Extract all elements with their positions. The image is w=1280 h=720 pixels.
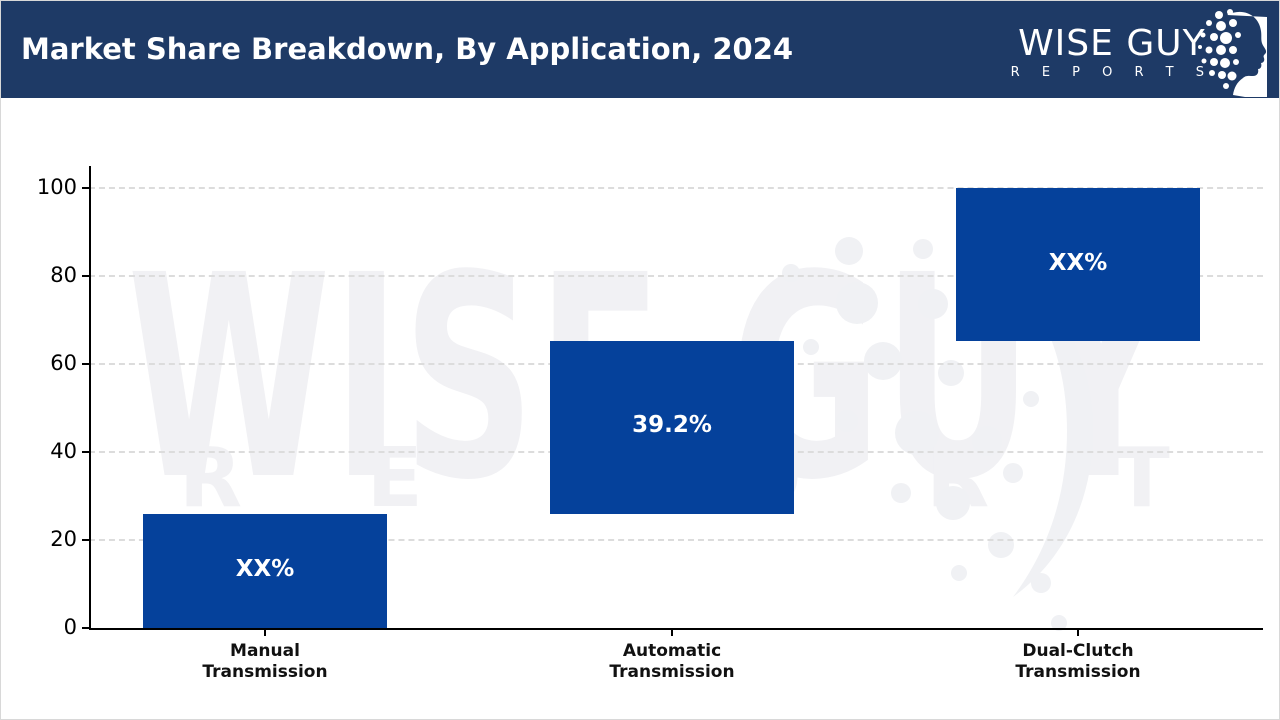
header-bar: Market Share Breakdown, By Application, …: [1, 1, 1279, 98]
dotted-face-profile-icon: [1198, 9, 1267, 97]
logo-reports-text: R E P O R T S: [1010, 65, 1213, 80]
y-axis-tick-label: 60: [50, 351, 77, 375]
y-axis-tick-mark: [82, 539, 89, 541]
bar-value-label: 39.2%: [632, 412, 712, 439]
x-axis-tick-mark: [1077, 628, 1079, 636]
y-axis-tick-mark: [82, 187, 89, 189]
x-category-label: Manual Transmission: [202, 641, 328, 682]
y-axis-tick-label: 0: [63, 615, 77, 639]
logo-wiseguy-text: WISE GUY: [1018, 23, 1206, 64]
y-axis-tick-label: 100: [36, 175, 77, 199]
bar: [143, 513, 387, 628]
bar-value-label: XX%: [1048, 249, 1108, 276]
y-axis-tick-mark: [82, 627, 89, 629]
y-axis-tick-mark: [82, 451, 89, 453]
wise-guy-reports-logo: WISE GUY R E P O R T S: [1011, 1, 1273, 98]
y-axis-tick-label: 80: [50, 263, 77, 287]
y-axis-tick-label: 20: [50, 527, 77, 551]
x-axis-line: [89, 628, 1263, 630]
y-axis-tick-mark: [82, 363, 89, 365]
x-axis-tick-mark: [671, 628, 673, 636]
y-axis-tick-mark: [82, 275, 89, 277]
y-gridline: [89, 187, 1263, 189]
x-category-label: Automatic Transmission: [609, 641, 735, 682]
y-axis-line: [89, 166, 91, 630]
y-axis-tick-label: 40: [50, 439, 77, 463]
x-axis-tick-mark: [264, 628, 266, 636]
logo-wordmark: WISE GUY R E P O R T S: [1011, 23, 1213, 80]
y-gridline: [89, 275, 1263, 277]
x-category-label: Dual-Clutch Transmission: [1015, 641, 1141, 682]
bar-value-label: XX%: [235, 555, 295, 582]
bar: [550, 341, 794, 514]
y-gridline: [89, 539, 1263, 541]
chart-title: Market Share Breakdown, By Application, …: [21, 32, 794, 66]
